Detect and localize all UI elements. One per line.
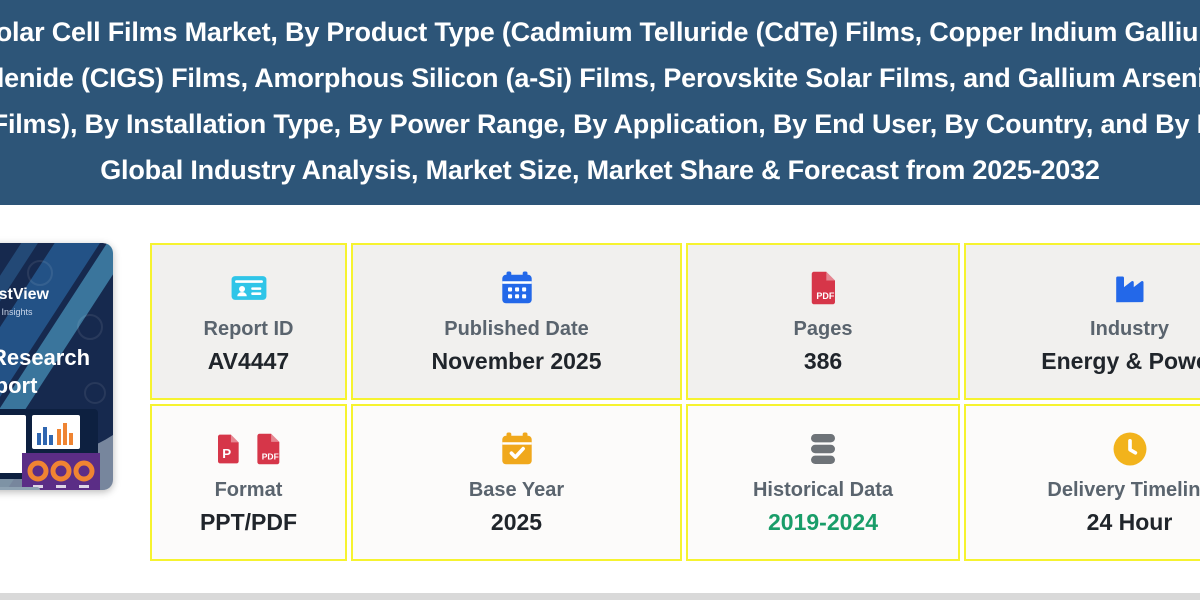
report-info-grid: Report ID AV4447 Published Date November… <box>150 243 1200 561</box>
info-value: 24 Hour <box>1086 508 1173 535</box>
base-year-card: Base Year 2025 <box>351 404 682 561</box>
report-cover-thumbnail: AnalystView Market Insights Market Resea… <box>0 243 113 490</box>
info-label: Historical Data <box>752 478 894 501</box>
brand-logo-text: AnalystView <box>0 286 50 303</box>
delivery-timeline-card: Delivery Timeline 24 Hour <box>964 404 1200 561</box>
cover-title-line1: Market Research <box>0 345 90 370</box>
report-title-line: (GaAs) Films), By Installation Type, By … <box>0 109 1200 139</box>
hero-banner: Solar Cell Films Market, By Product Type… <box>0 0 1200 205</box>
brand-logo-subtext: Market Insights <box>0 307 33 317</box>
info-label: Delivery Timeline <box>1047 478 1200 501</box>
pdf-file-icon: PDF <box>805 269 841 307</box>
report-title-line: Solar Cell Films Market, By Product Type… <box>0 17 1200 47</box>
info-label: Base Year <box>468 478 565 501</box>
info-value: 2025 <box>490 508 543 535</box>
svg-text:PDF: PDF <box>816 291 835 301</box>
cover-title-line2: Report <box>0 373 38 398</box>
report-title-line: Selenide (CIGS) Films, Amorphous Silicon… <box>0 63 1200 93</box>
industry-card: Industry Energy & Power <box>964 243 1200 400</box>
report-meta-section: AnalystView Market Insights Market Resea… <box>0 205 1200 595</box>
info-value: 386 <box>803 347 843 374</box>
ppt-pdf-file-icons: P PDF <box>212 430 285 468</box>
report-id-card: Report ID AV4447 <box>150 243 347 400</box>
info-value: AV4447 <box>207 347 290 374</box>
report-cover-illustration: AnalystView Market Insights Market Resea… <box>0 243 113 490</box>
svg-text:P: P <box>222 445 231 460</box>
calendar-icon <box>499 269 535 307</box>
ppt-file-icon: P <box>218 434 239 463</box>
info-value: November 2025 <box>431 347 602 374</box>
calendar-check-icon <box>499 430 535 468</box>
next-section-divider <box>0 593 1200 600</box>
donut-charts <box>27 460 95 482</box>
pages-card: PDF Pages 386 <box>686 243 960 400</box>
info-label: Pages <box>793 317 853 340</box>
id-card-icon <box>230 269 268 307</box>
format-card: P PDF Format PPT/PDF <box>150 404 347 561</box>
clock-icon <box>1111 430 1149 468</box>
info-value: 2019-2024 <box>768 508 878 535</box>
info-label: Format <box>214 478 283 501</box>
info-label: Industry <box>1090 317 1169 340</box>
pdf-file-icon: PDF <box>257 433 280 464</box>
database-icon <box>805 430 841 468</box>
factory-icon <box>1112 269 1148 307</box>
svg-text:PDF: PDF <box>262 451 279 461</box>
info-label: Published Date <box>444 317 589 340</box>
report-title-line: Global Industry Analysis, Market Size, M… <box>100 155 1100 185</box>
historical-data-card: Historical Data 2019-2024 <box>686 404 960 561</box>
info-value: PPT/PDF <box>199 508 298 535</box>
published-date-card: Published Date November 2025 <box>351 243 682 400</box>
info-label: Report ID <box>203 317 294 340</box>
info-value: Energy & Power <box>1041 347 1200 374</box>
